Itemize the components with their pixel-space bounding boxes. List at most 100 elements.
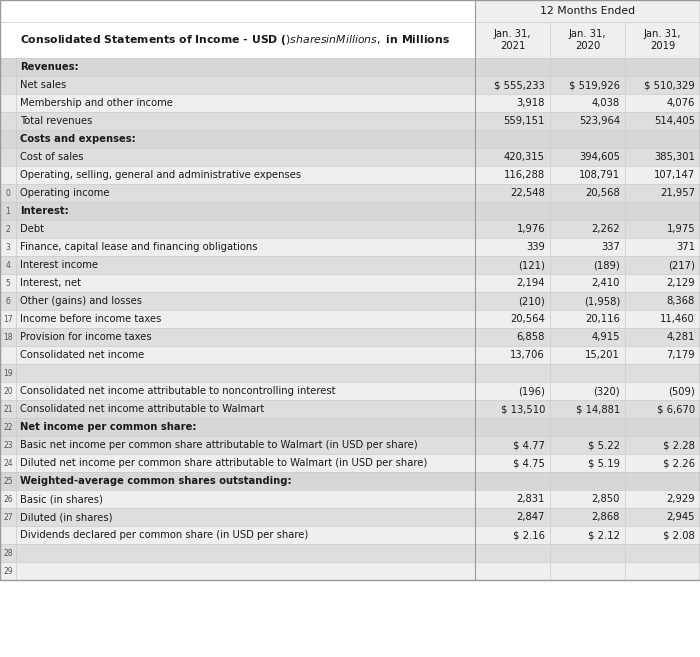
Text: 20,564: 20,564 — [510, 314, 545, 324]
Bar — [550, 544, 625, 562]
Text: 12 Months Ended: 12 Months Ended — [540, 6, 635, 16]
Text: 6,858: 6,858 — [517, 332, 545, 342]
Bar — [550, 184, 625, 202]
Bar — [550, 526, 625, 544]
Text: Income before income taxes: Income before income taxes — [20, 314, 162, 324]
Text: 4,038: 4,038 — [592, 98, 620, 108]
Bar — [550, 112, 625, 130]
Text: 15,201: 15,201 — [585, 350, 620, 360]
Text: Consolidated net income attributable to Walmart: Consolidated net income attributable to … — [20, 404, 265, 414]
Text: 23: 23 — [4, 440, 13, 449]
Bar — [550, 364, 625, 382]
Text: 18: 18 — [4, 332, 13, 342]
Bar — [550, 436, 625, 454]
Text: 394,605: 394,605 — [579, 152, 620, 162]
Bar — [550, 418, 625, 436]
Bar — [0, 220, 16, 238]
Bar — [550, 328, 625, 346]
Bar — [16, 292, 475, 310]
Bar — [0, 274, 16, 292]
Bar — [625, 310, 700, 328]
Bar — [0, 238, 16, 256]
Bar — [475, 562, 550, 580]
Text: 28: 28 — [4, 549, 13, 558]
Bar — [0, 148, 16, 166]
Bar — [16, 364, 475, 382]
Text: Debt: Debt — [20, 224, 44, 234]
Bar — [475, 472, 550, 490]
Bar — [550, 238, 625, 256]
Bar — [0, 58, 16, 76]
Text: $ 519,926: $ 519,926 — [569, 80, 620, 90]
Bar — [625, 472, 700, 490]
Bar — [625, 454, 700, 472]
Text: Dividends declared per common share (in USD per share): Dividends declared per common share (in … — [20, 530, 308, 540]
Bar — [16, 454, 475, 472]
Bar — [625, 382, 700, 400]
Text: $ 555,233: $ 555,233 — [494, 80, 545, 90]
Text: $ 6,670: $ 6,670 — [657, 404, 695, 414]
Bar — [475, 220, 550, 238]
Text: 17: 17 — [4, 315, 13, 323]
Bar — [16, 94, 475, 112]
Text: 20: 20 — [4, 386, 13, 396]
Text: Diluted net income per common share attributable to Walmart (in USD per share): Diluted net income per common share attr… — [20, 458, 427, 468]
Bar — [475, 148, 550, 166]
Text: 25: 25 — [4, 476, 13, 486]
Text: 1,975: 1,975 — [666, 224, 695, 234]
Text: 21,957: 21,957 — [660, 188, 695, 198]
Bar — [16, 508, 475, 526]
Text: 2,929: 2,929 — [666, 494, 695, 504]
Text: Cost of sales: Cost of sales — [20, 152, 83, 162]
Text: Operating income: Operating income — [20, 188, 109, 198]
Text: $ 4.77: $ 4.77 — [513, 440, 545, 450]
Bar — [475, 0, 700, 22]
Text: $ 510,329: $ 510,329 — [644, 80, 695, 90]
Text: 27: 27 — [4, 512, 13, 522]
Bar — [625, 112, 700, 130]
Bar — [0, 94, 16, 112]
Text: Diluted (in shares): Diluted (in shares) — [20, 512, 113, 522]
Text: 107,147: 107,147 — [654, 170, 695, 180]
Bar — [475, 364, 550, 382]
Bar — [16, 472, 475, 490]
Text: Consolidated net income attributable to noncontrolling interest: Consolidated net income attributable to … — [20, 386, 335, 396]
Text: 523,964: 523,964 — [579, 116, 620, 126]
Bar — [475, 94, 550, 112]
Text: (121): (121) — [518, 260, 545, 270]
Bar — [16, 184, 475, 202]
Bar — [625, 238, 700, 256]
Bar — [0, 544, 16, 562]
Bar — [625, 346, 700, 364]
Text: Net income per common share:: Net income per common share: — [20, 422, 197, 432]
Text: 2,868: 2,868 — [592, 512, 620, 522]
Text: Interest:: Interest: — [20, 206, 69, 216]
Text: Basic (in shares): Basic (in shares) — [20, 494, 103, 504]
Bar — [0, 310, 16, 328]
Bar — [625, 202, 700, 220]
Bar — [16, 526, 475, 544]
Bar — [475, 58, 550, 76]
Bar — [625, 274, 700, 292]
Text: 339: 339 — [526, 242, 545, 252]
Text: 1: 1 — [6, 206, 10, 215]
Text: $ 2.28: $ 2.28 — [663, 440, 695, 450]
Bar — [0, 382, 16, 400]
Bar — [0, 508, 16, 526]
Bar — [550, 22, 625, 58]
Bar — [550, 346, 625, 364]
Bar — [0, 364, 16, 382]
Text: $ 2.26: $ 2.26 — [663, 458, 695, 468]
Bar — [625, 544, 700, 562]
Bar — [475, 400, 550, 418]
Bar — [475, 166, 550, 184]
Bar — [0, 472, 16, 490]
Text: 24: 24 — [4, 459, 13, 468]
Text: 7,179: 7,179 — [666, 350, 695, 360]
Text: 385,301: 385,301 — [654, 152, 695, 162]
Bar — [16, 76, 475, 94]
Bar — [475, 76, 550, 94]
Bar — [16, 382, 475, 400]
Bar — [16, 130, 475, 148]
Text: (509): (509) — [668, 386, 695, 396]
